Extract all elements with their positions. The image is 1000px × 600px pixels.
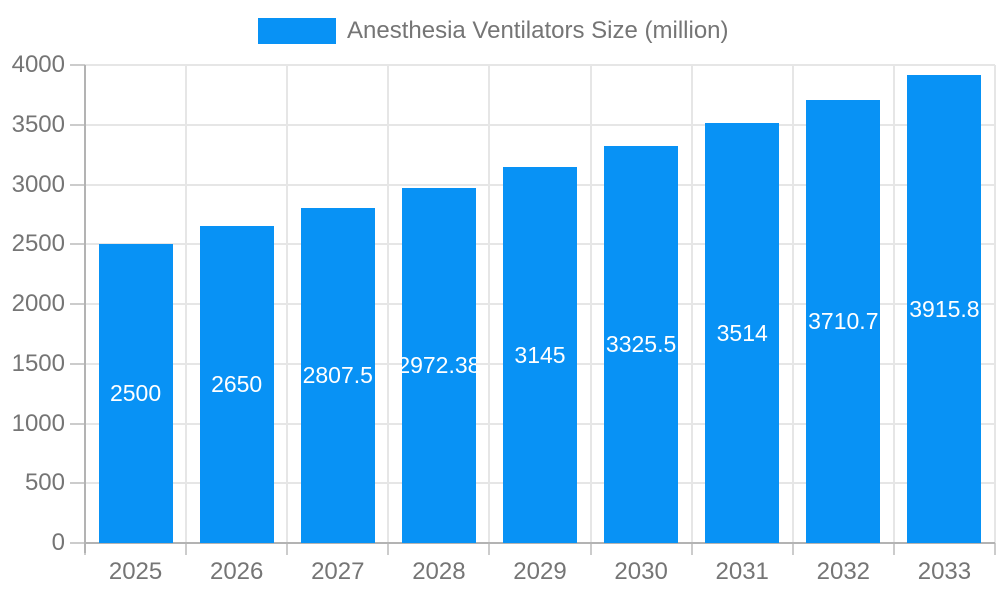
gridline-vertical (488, 65, 491, 543)
x-axis-label: 2031 (715, 558, 769, 585)
y-tick (70, 243, 85, 246)
y-tick (70, 482, 85, 485)
x-axis-label: 2029 (513, 558, 567, 585)
x-tick (892, 543, 895, 555)
y-axis-label: 3500 (11, 110, 65, 138)
x-tick (387, 543, 390, 555)
bar-value-label: 2807.5 (302, 361, 373, 388)
bar-value-label: 3145 (514, 341, 566, 368)
y-axis-label: 2000 (11, 290, 65, 317)
gridline-horizontal (85, 64, 995, 66)
bar-value-label: 3710.7 (808, 307, 879, 334)
x-tick (994, 543, 996, 555)
x-tick (589, 543, 592, 555)
x-axis-label: 2033 (917, 558, 972, 585)
gridline-vertical (387, 65, 390, 543)
x-tick (690, 543, 693, 555)
x-tick (286, 543, 289, 555)
x-tick (488, 543, 491, 555)
bar-value-label: 3514 (716, 319, 768, 346)
y-tick (70, 542, 85, 544)
x-axis-label: 2027 (311, 558, 365, 585)
x-axis-label: 2026 (209, 558, 264, 585)
y-axis-line (84, 65, 86, 553)
x-tick (791, 543, 794, 555)
x-axis-label: 2030 (614, 558, 668, 585)
gridline-vertical (185, 65, 188, 543)
y-axis-label: 2500 (11, 230, 65, 258)
gridline-vertical (589, 65, 592, 543)
legend-label: Anesthesia Ventilators Size (million) (347, 17, 729, 44)
y-tick (70, 303, 85, 305)
bar: 2972.38 (401, 187, 476, 543)
bar: 3325.5 (604, 145, 679, 543)
bar-value-label: 3915.8 (909, 295, 980, 322)
bar-value-label: 2500 (109, 380, 162, 407)
gridline-vertical (690, 65, 693, 543)
x-axis-label: 2025 (108, 558, 163, 585)
legend-swatch (258, 18, 336, 44)
legend: Anesthesia Ventilators Size (million) (0, 0, 1000, 56)
gridline-vertical (286, 65, 289, 543)
bar-value-label: 2972.38 (401, 351, 476, 378)
bar: 2500 (98, 244, 173, 543)
y-axis-label: 500 (24, 469, 65, 497)
x-axis-label: 2028 (412, 558, 466, 585)
bar-value-label: 2650 (211, 371, 263, 398)
gridline-vertical (791, 65, 794, 543)
bar: 3145 (503, 167, 577, 543)
y-axis-label: 3000 (11, 170, 65, 198)
bar: 2807.5 (300, 207, 375, 543)
x-tick (185, 543, 188, 555)
y-tick (70, 183, 85, 186)
y-axis-label: 0 (51, 529, 65, 556)
bar: 3514 (705, 123, 780, 543)
gridline-vertical (994, 65, 996, 543)
bar: 2650 (199, 226, 274, 543)
x-axis-label: 2032 (816, 558, 871, 585)
y-tick (70, 123, 85, 126)
y-axis-label: 1000 (11, 409, 65, 437)
gridline-horizontal (85, 123, 995, 126)
y-tick (70, 64, 85, 66)
bar: 3710.7 (806, 99, 881, 543)
bar-value-label: 3325.5 (605, 330, 677, 357)
y-tick (70, 362, 85, 365)
x-axis-line (85, 542, 995, 544)
y-tick (70, 422, 85, 425)
bar: 3915.8 (907, 75, 982, 543)
gridline-vertical (892, 65, 895, 543)
y-axis-label: 4000 (11, 51, 65, 78)
y-axis-label: 1500 (11, 349, 65, 377)
